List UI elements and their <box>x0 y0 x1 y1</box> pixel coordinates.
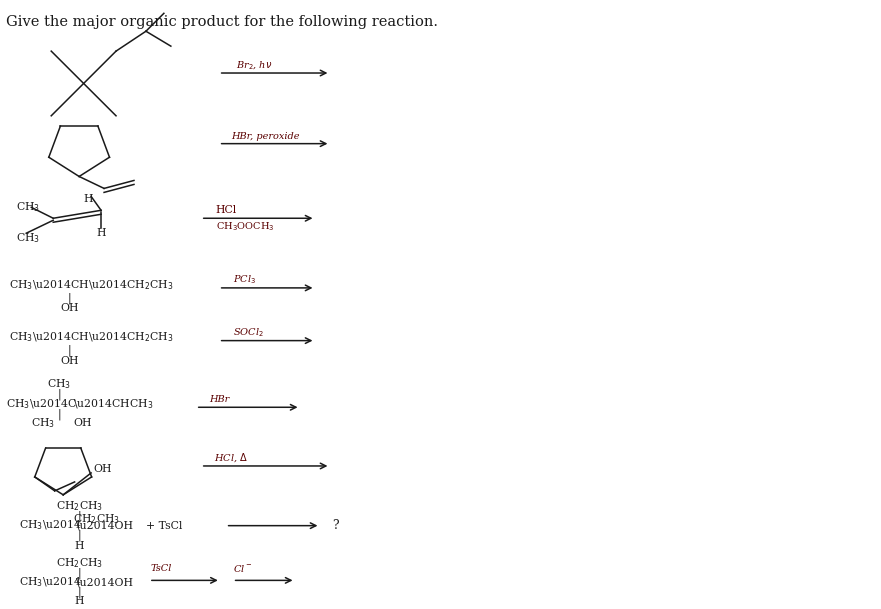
Text: H: H <box>74 596 84 607</box>
Text: |: | <box>67 292 71 304</box>
Text: |: | <box>78 511 81 523</box>
Text: CH$_2$CH$_3$: CH$_2$CH$_3$ <box>56 499 103 513</box>
Text: CH$_2$CH$_3$: CH$_2$CH$_3$ <box>56 557 103 571</box>
Text: CH$_3$\u2014C: CH$_3$\u2014C <box>6 398 78 411</box>
Text: CH$_3$\u2014CH\u2014CH$_2$CH$_3$: CH$_3$\u2014CH\u2014CH$_2$CH$_3$ <box>10 331 174 345</box>
Text: |: | <box>78 530 81 541</box>
Text: H: H <box>83 194 93 205</box>
Text: \u2014CHCH$_3$: \u2014CHCH$_3$ <box>73 398 153 411</box>
Text: OH: OH <box>60 303 78 313</box>
Text: OH: OH <box>60 356 78 365</box>
Text: CH$_3$OOCH$_3$: CH$_3$OOCH$_3$ <box>216 220 274 233</box>
Text: CH$_3$\u2014: CH$_3$\u2014 <box>19 519 82 532</box>
Text: HBr: HBr <box>209 395 229 404</box>
Text: |: | <box>78 586 81 598</box>
Text: CH$_3$\u2014CH\u2014CH$_2$CH$_3$: CH$_3$\u2014CH\u2014CH$_2$CH$_3$ <box>10 278 174 292</box>
Text: OH: OH <box>93 464 112 474</box>
Text: H: H <box>74 541 84 551</box>
Text: PCl$_3$: PCl$_3$ <box>233 273 255 286</box>
Text: CH$_3$\u2014: CH$_3$\u2014 <box>19 576 82 589</box>
Text: CH$_3$: CH$_3$ <box>32 417 56 430</box>
Text: \u2014OH: \u2014OH <box>76 577 133 587</box>
Text: HBr, peroxide: HBr, peroxide <box>231 132 300 141</box>
Text: |: | <box>78 568 81 579</box>
Text: CH$_3$: CH$_3$ <box>17 231 41 245</box>
Text: CH$_2$CH$_3$: CH$_2$CH$_3$ <box>73 512 121 526</box>
Text: CH$_3$: CH$_3$ <box>17 200 41 214</box>
Text: Br$_2$, h$\nu$: Br$_2$, h$\nu$ <box>235 60 272 72</box>
Text: |: | <box>57 389 61 400</box>
Text: |: | <box>57 409 61 420</box>
Text: \u2014OH: \u2014OH <box>76 521 133 530</box>
Text: + TsCl: + TsCl <box>146 521 182 530</box>
Text: |: | <box>67 345 71 356</box>
Text: ?: ? <box>332 519 339 532</box>
Text: Give the major organic product for the following reaction.: Give the major organic product for the f… <box>6 15 439 29</box>
Text: TsCl: TsCl <box>151 564 173 573</box>
Text: H: H <box>96 228 106 238</box>
Text: Cl$^-$: Cl$^-$ <box>233 563 252 574</box>
Text: OH: OH <box>73 418 92 428</box>
Text: CH$_3$: CH$_3$ <box>47 378 71 392</box>
Text: HCl: HCl <box>216 205 237 216</box>
Text: HCl, $\Delta$: HCl, $\Delta$ <box>214 452 248 464</box>
Text: SOCl$_2$: SOCl$_2$ <box>233 326 263 339</box>
